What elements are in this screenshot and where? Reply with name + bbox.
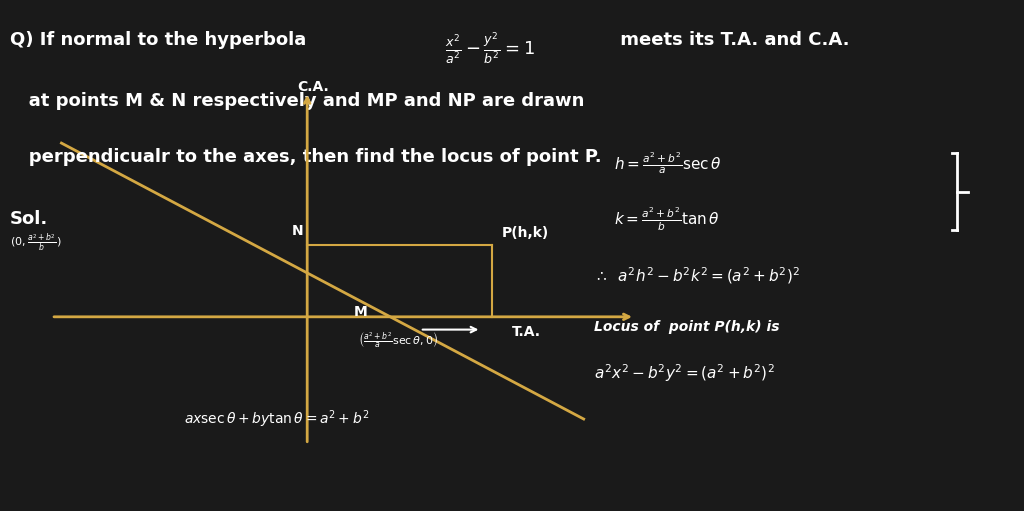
Text: meets its T.A. and C.A.: meets its T.A. and C.A. (614, 31, 850, 49)
Text: C.A.: C.A. (297, 80, 329, 94)
Text: $\left(\frac{a^2+b^2}{a}\sec\theta, 0\right)$: $\left(\frac{a^2+b^2}{a}\sec\theta, 0\ri… (358, 330, 438, 349)
Text: N: N (292, 224, 303, 238)
Text: Locus of  point P(h,k) is: Locus of point P(h,k) is (594, 320, 779, 334)
Text: $ax\sec\theta + by\tan\theta = a^2+b^2$: $ax\sec\theta + by\tan\theta = a^2+b^2$ (184, 408, 370, 430)
Text: $\therefore \;\; a^2h^2 - b^2k^2 = (a^2+b^2)^2$: $\therefore \;\; a^2h^2 - b^2k^2 = (a^2+… (594, 266, 800, 286)
Text: T.A.: T.A. (512, 325, 541, 339)
Text: $(0, \frac{a^2+b^2}{b})$: $(0, \frac{a^2+b^2}{b})$ (10, 233, 61, 253)
Text: M: M (353, 305, 367, 319)
Text: P(h,k): P(h,k) (502, 226, 549, 240)
Text: Q) If normal to the hyperbola: Q) If normal to the hyperbola (10, 31, 312, 49)
Text: perpendicualr to the axes, then find the locus of point P.: perpendicualr to the axes, then find the… (10, 148, 602, 166)
Text: Sol.: Sol. (10, 210, 48, 227)
Text: $k = \frac{a^2+b^2}{b} \tan\theta$: $k = \frac{a^2+b^2}{b} \tan\theta$ (614, 206, 720, 234)
Text: $\frac{x^2}{a^2} - \frac{y^2}{b^2} = 1$: $\frac{x^2}{a^2} - \frac{y^2}{b^2} = 1$ (445, 31, 536, 67)
Text: $a^2x^2 - b^2y^2 = (a^2+b^2)^2$: $a^2x^2 - b^2y^2 = (a^2+b^2)^2$ (594, 362, 774, 384)
Text: $h = \frac{a^2+b^2}{a} \sec\theta$: $h = \frac{a^2+b^2}{a} \sec\theta$ (614, 151, 722, 176)
Text: at points M & N respectively and MP and NP are drawn: at points M & N respectively and MP and … (10, 92, 585, 110)
